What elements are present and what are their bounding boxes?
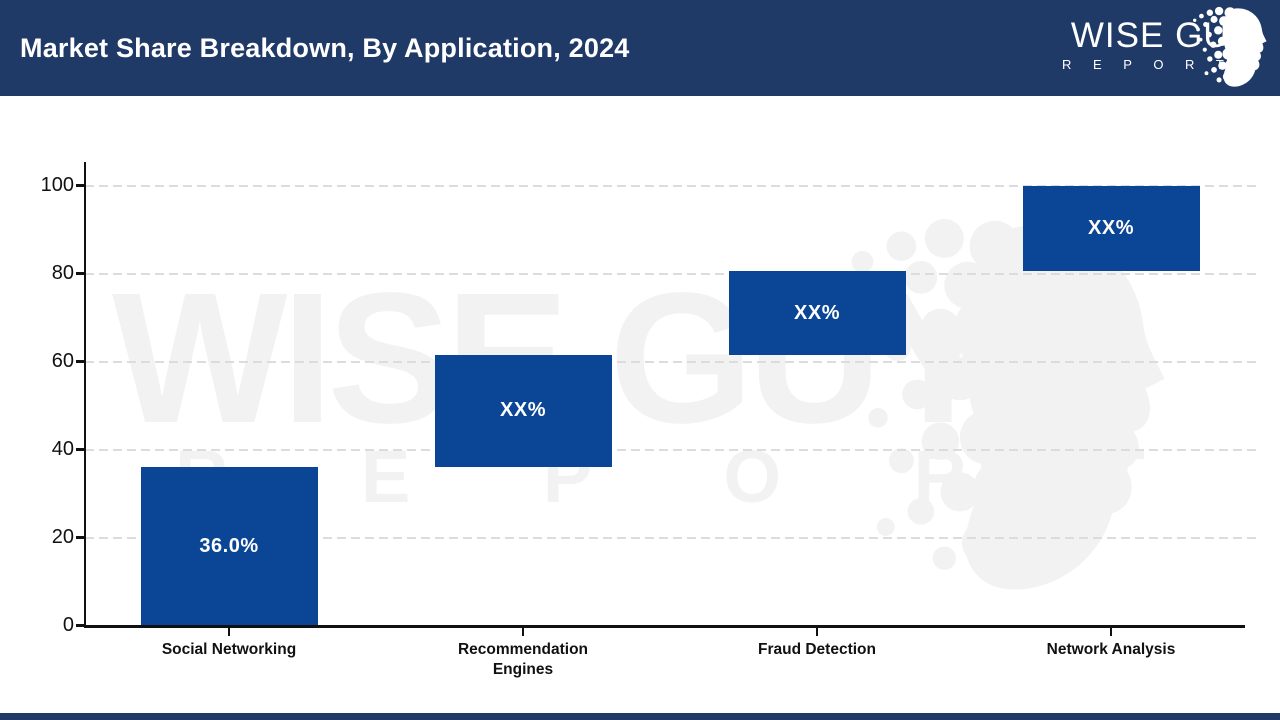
- y-tick-40: [76, 448, 85, 451]
- y-tick-label-80: 80: [51, 261, 74, 284]
- y-tick-80: [76, 272, 85, 275]
- bar-value-label-3: XX%: [1088, 217, 1134, 240]
- wiseguy-logo-sub: R E P O R T S: [1062, 56, 1263, 72]
- bar-value-label-1: XX%: [500, 399, 546, 422]
- bar-value-label-0: 36.0%: [199, 534, 259, 557]
- header: Market Share Breakdown, By Application, …: [0, 0, 1280, 96]
- y-gridline-60: [85, 360, 1258, 363]
- y-tick-20: [76, 536, 85, 539]
- x-tick-0: [227, 628, 231, 636]
- y-tick-label-40: 40: [51, 437, 74, 460]
- wiseguy-head-icon: [1193, 6, 1267, 87]
- y-tick-60: [76, 360, 85, 363]
- y-tick-100: [76, 184, 85, 187]
- bar-2: XX%: [728, 271, 906, 355]
- x-tick-2: [815, 628, 819, 636]
- x-axis-line: [83, 624, 1245, 628]
- x-tick-3: [1109, 628, 1113, 636]
- bar-3: XX%: [1022, 186, 1200, 272]
- y-gridline-80: [85, 272, 1258, 275]
- y-axis-line: [83, 162, 86, 628]
- watermark-text-sub: R E P O R T S: [175, 435, 1280, 518]
- page-title: Market Share Breakdown, By Application, …: [20, 32, 630, 63]
- x-category-label-2: Fraud Detection: [758, 641, 876, 658]
- x-category-label-3: Network Analysis: [1046, 641, 1176, 658]
- y-tick-0: [76, 624, 85, 627]
- y-tick-label-60: 60: [51, 349, 74, 372]
- y-tick-label-20: 20: [51, 525, 74, 548]
- bar-1: XX%: [434, 354, 612, 468]
- x-category-label-1: Recommendation Engines: [457, 641, 589, 679]
- y-tick-label-0: 0: [62, 613, 74, 636]
- bar-value-label-2: XX%: [794, 301, 840, 324]
- y-gridline-40: [85, 448, 1258, 451]
- wiseguy-logo: WISE GUY R E P O R T S: [1022, 4, 1272, 94]
- y-gridline-100: [85, 184, 1258, 187]
- y-gridline-20: [85, 536, 1258, 539]
- x-category-label-0: Social Networking: [161, 641, 297, 658]
- x-tick-1: [521, 628, 525, 636]
- y-tick-label-100: 100: [40, 173, 74, 196]
- footer-bar: [0, 713, 1280, 720]
- bar-0: 36.0%: [140, 467, 318, 626]
